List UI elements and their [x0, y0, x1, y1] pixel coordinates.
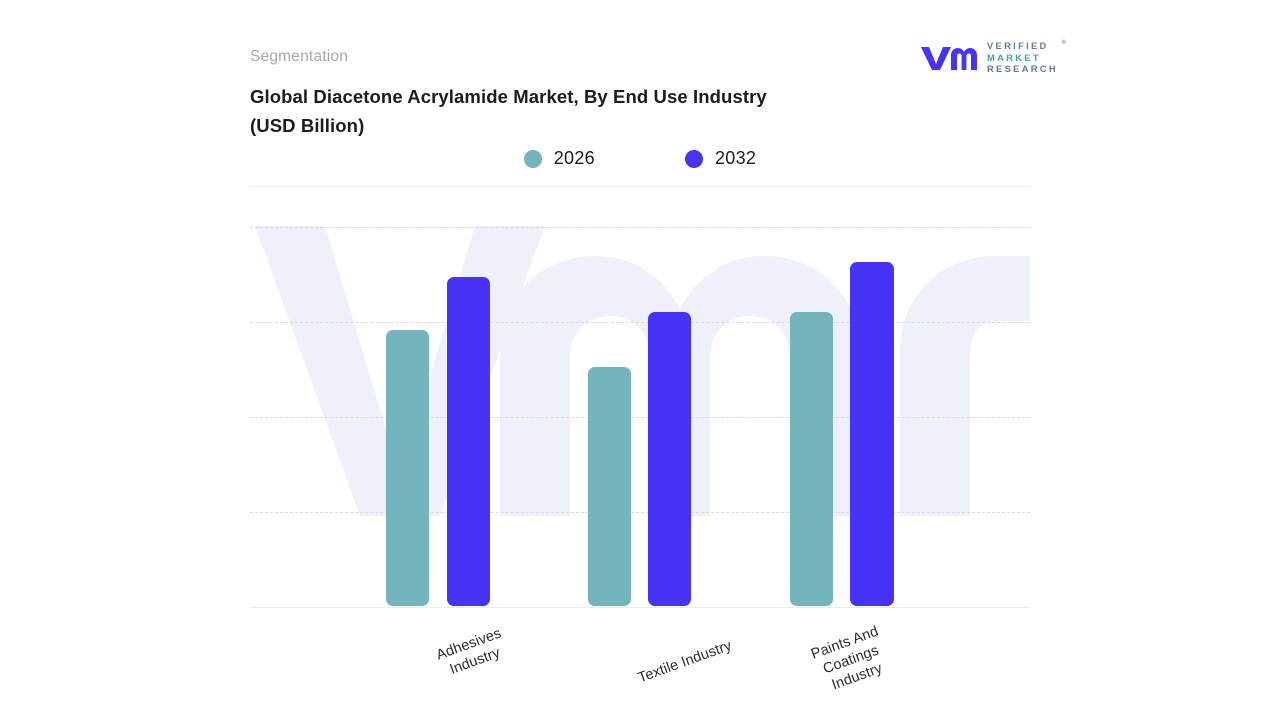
chart-plot-area: [250, 215, 1030, 608]
legend-swatch-2026: [523, 149, 542, 168]
bar-textile-industry-2032[interactable]: [648, 312, 691, 606]
chart-title-line-2: (USD Billion): [250, 114, 365, 136]
brand-logo: VERIFIED ® MARKET RESEARCH: [920, 40, 1066, 75]
legend-item-2026[interactable]: 2026: [523, 148, 595, 169]
registered-trademark-icon: ®: [1061, 40, 1066, 46]
chart-title-line-1: Global Diacetone Acrylamide Market, By E…: [250, 86, 767, 107]
legend-label-2026: 2026: [553, 148, 595, 168]
legend-swatch-2032: [685, 149, 703, 168]
logo-word-research: RESEARCH: [986, 63, 1058, 74]
x-axis-label-adhesives-industry: Adhesives Industry: [434, 625, 504, 678]
chart-legend: 2026 2032: [250, 148, 1030, 169]
bar-paints-and-coatings-industry-2026[interactable]: [790, 312, 833, 606]
chart-bars: [250, 215, 1030, 607]
x-axis-line: [250, 607, 1030, 608]
logo-wordmark: VERIFIED ® MARKET RESEARCH: [986, 40, 1066, 75]
header-separator: [250, 186, 1030, 187]
bar-adhesives-industry-2032[interactable]: [447, 277, 490, 606]
legend-label-2032: 2032: [715, 148, 757, 168]
x-axis-category-labels: Adhesives Industry Textile Industry Pain…: [250, 610, 1030, 715]
bar-paints-and-coatings-industry-2032[interactable]: [850, 262, 894, 606]
legend-item-2032[interactable]: 2032: [685, 148, 756, 169]
bar-adhesives-industry-2026[interactable]: [386, 330, 429, 606]
segmentation-label: Segmentation: [250, 48, 349, 65]
x-axis-label-paints-and-coatings-industry: Paints And Coatings Industry: [809, 623, 885, 694]
logo-word-verified: VERIFIED ®: [986, 40, 1066, 51]
vmr-logo-mark-icon: [920, 45, 978, 71]
x-axis-label-textile-industry: Textile Industry: [636, 637, 734, 687]
page-title: Global Diacetone Acrylamide Market, By E…: [250, 83, 900, 140]
bar-textile-industry-2026[interactable]: [588, 367, 631, 606]
logo-word-market: MARKET: [986, 51, 1041, 63]
